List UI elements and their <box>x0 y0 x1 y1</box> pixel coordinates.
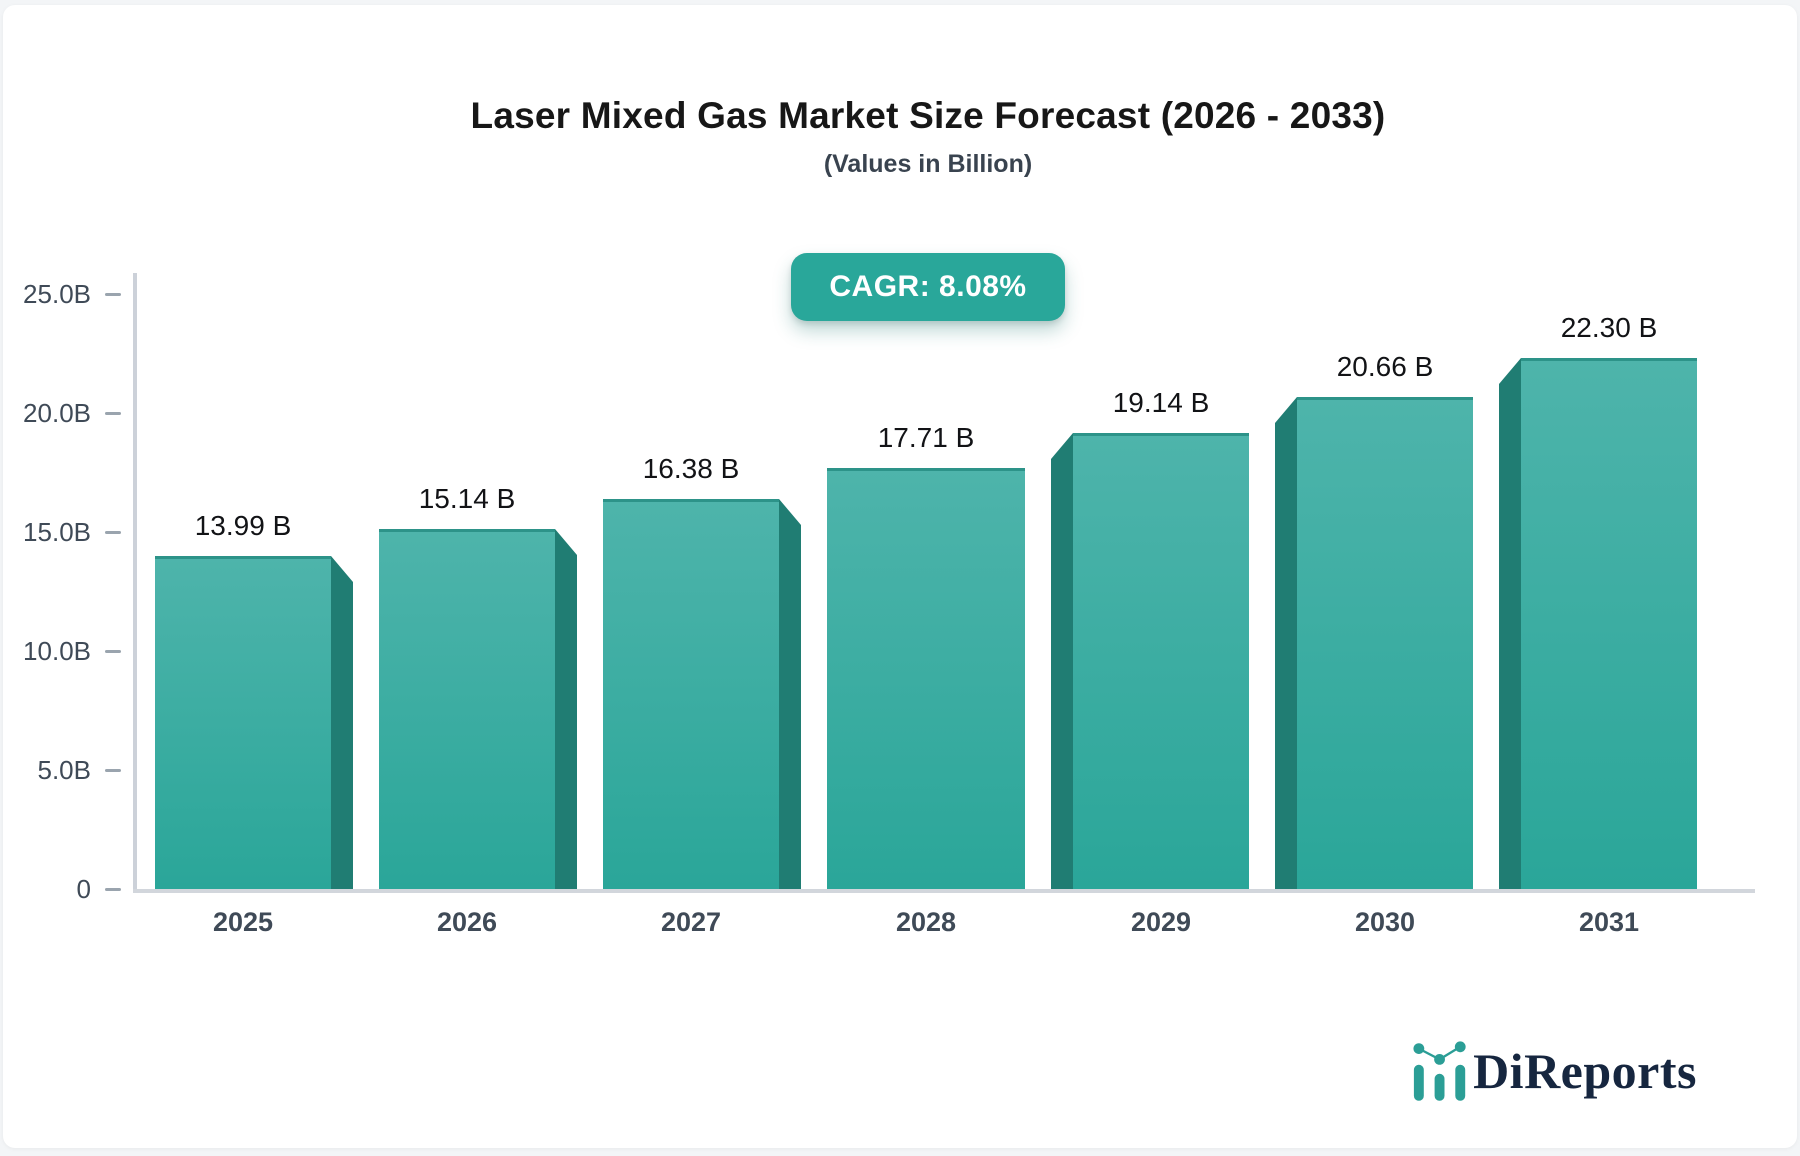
bar-3d-side <box>1275 397 1297 889</box>
bar <box>1521 358 1697 889</box>
y-axis-tick-label: 5.0B <box>37 755 92 785</box>
bar-chart-trend-icon <box>1413 1041 1466 1101</box>
x-axis-category-label: 2028 <box>895 907 957 937</box>
chart-card: Laser Mixed Gas Market Size Forecast (20… <box>3 5 1797 1148</box>
y-axis-tick-label: 0 <box>76 874 91 904</box>
y-axis-tick-label: 15.0B <box>23 517 91 547</box>
y-axis-tick-mark <box>105 888 121 891</box>
x-axis-line <box>133 889 1755 893</box>
bar <box>379 529 555 889</box>
bar-value-label: 16.38 B <box>642 453 740 484</box>
direports-logo: DiReports <box>1413 1041 1697 1103</box>
x-axis-category-label: 2027 <box>660 907 722 937</box>
bar-value-label: 22.30 B <box>1560 312 1658 343</box>
bar-3d-side <box>1051 433 1073 889</box>
y-axis-tick-mark <box>105 650 121 653</box>
y-axis-tick-label: 20.0B <box>23 398 91 428</box>
y-axis-tick-mark <box>105 769 121 772</box>
bar-value-label: 19.14 B <box>1112 387 1210 418</box>
x-axis-category-label: 2026 <box>436 907 498 937</box>
x-axis-category-label: 2025 <box>212 907 274 937</box>
bar-value-label: 20.66 B <box>1336 351 1434 382</box>
y-axis-tick-label: 25.0B <box>23 279 91 309</box>
bar-chart-plot-area: 25.0B 20.0B 15.0B 10.0B 5.0B 0 13.99 B 2025 15.1… <box>3 5 1797 1148</box>
y-axis-tick-mark <box>105 412 121 415</box>
bar-3d-side <box>779 499 801 889</box>
y-axis-line <box>133 273 137 891</box>
bar <box>1073 433 1249 889</box>
y-axis-tick-mark <box>105 293 121 296</box>
y-axis-tick-mark <box>105 531 121 534</box>
logo-text: DiReports <box>1473 1043 1697 1099</box>
x-axis-category-label: 2031 <box>1578 907 1640 937</box>
bar-value-label: 17.71 B <box>877 422 975 453</box>
bar <box>603 499 779 889</box>
x-axis-category-label: 2029 <box>1130 907 1192 937</box>
x-axis-category-label: 2030 <box>1354 907 1416 937</box>
bar-3d-side <box>555 529 577 889</box>
cagr-badge-row: CAGR: 8.08% <box>28 253 1797 321</box>
bar <box>155 556 331 889</box>
bar <box>827 468 1025 889</box>
bar-3d-side <box>1499 358 1521 889</box>
bar <box>1297 397 1473 889</box>
y-axis-tick-label: 10.0B <box>23 636 91 666</box>
cagr-badge: CAGR: 8.08% <box>791 253 1065 321</box>
bar-value-label: 15.14 B <box>418 483 516 514</box>
bar-value-label: 13.99 B <box>194 510 292 541</box>
bar-3d-side <box>331 556 353 889</box>
chart-subtitle: (Values in Billion) <box>823 150 1033 178</box>
chart-title: Laser Mixed Gas Market Size Forecast (20… <box>470 95 1386 136</box>
